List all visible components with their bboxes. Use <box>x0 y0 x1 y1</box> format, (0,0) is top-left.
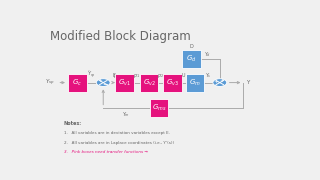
Circle shape <box>96 79 110 86</box>
FancyBboxPatch shape <box>182 50 201 68</box>
Text: $G_{ms}$: $G_{ms}$ <box>152 102 166 113</box>
Text: +: + <box>97 78 102 83</box>
Text: $Y_m$: $Y_m$ <box>123 110 131 119</box>
Text: E: E <box>112 73 115 78</box>
FancyBboxPatch shape <box>164 74 182 92</box>
Text: Modified Block Diagram: Modified Block Diagram <box>50 30 191 43</box>
FancyBboxPatch shape <box>150 98 168 116</box>
Text: $G_{v2}$: $G_{v2}$ <box>143 77 156 88</box>
Circle shape <box>213 79 227 86</box>
Text: $Y_{sp}$: $Y_{sp}$ <box>45 77 55 88</box>
Text: 2.   All variables are in Laplace coordinates (i.e., Y’(s)): 2. All variables are in Laplace coordina… <box>64 141 174 145</box>
Text: $G_{v1}$: $G_{v1}$ <box>118 77 131 88</box>
Text: 1.   All variables are in deviation variables except E.: 1. All variables are in deviation variab… <box>64 131 170 135</box>
FancyBboxPatch shape <box>140 74 158 92</box>
Text: $G_{v3}$: $G_{v3}$ <box>166 77 179 88</box>
Text: $Y_s$: $Y_s$ <box>205 71 212 80</box>
Text: Y: Y <box>246 80 249 85</box>
Text: −: − <box>102 82 108 88</box>
Text: $Y_d$: $Y_d$ <box>204 50 212 59</box>
Text: +: + <box>213 78 218 84</box>
FancyBboxPatch shape <box>186 74 204 92</box>
Text: Notes:: Notes: <box>64 121 82 126</box>
Text: $G_d$: $G_d$ <box>186 54 196 64</box>
FancyBboxPatch shape <box>115 74 134 92</box>
Text: p: p <box>114 73 117 78</box>
Text: $p_1$: $p_1$ <box>133 72 140 80</box>
Text: +: + <box>220 78 224 83</box>
Text: U: U <box>182 73 186 78</box>
Text: $\tilde{Y}_{sp}$: $\tilde{Y}_{sp}$ <box>87 70 96 81</box>
Text: $p_2$: $p_2$ <box>157 72 164 80</box>
Text: $G_m$: $G_m$ <box>189 77 201 88</box>
Text: 3.   Pink boxes need transfer functions →: 3. Pink boxes need transfer functions → <box>64 150 148 154</box>
Text: $G_c$: $G_c$ <box>72 77 82 88</box>
FancyBboxPatch shape <box>68 74 86 92</box>
Text: D: D <box>189 44 193 49</box>
